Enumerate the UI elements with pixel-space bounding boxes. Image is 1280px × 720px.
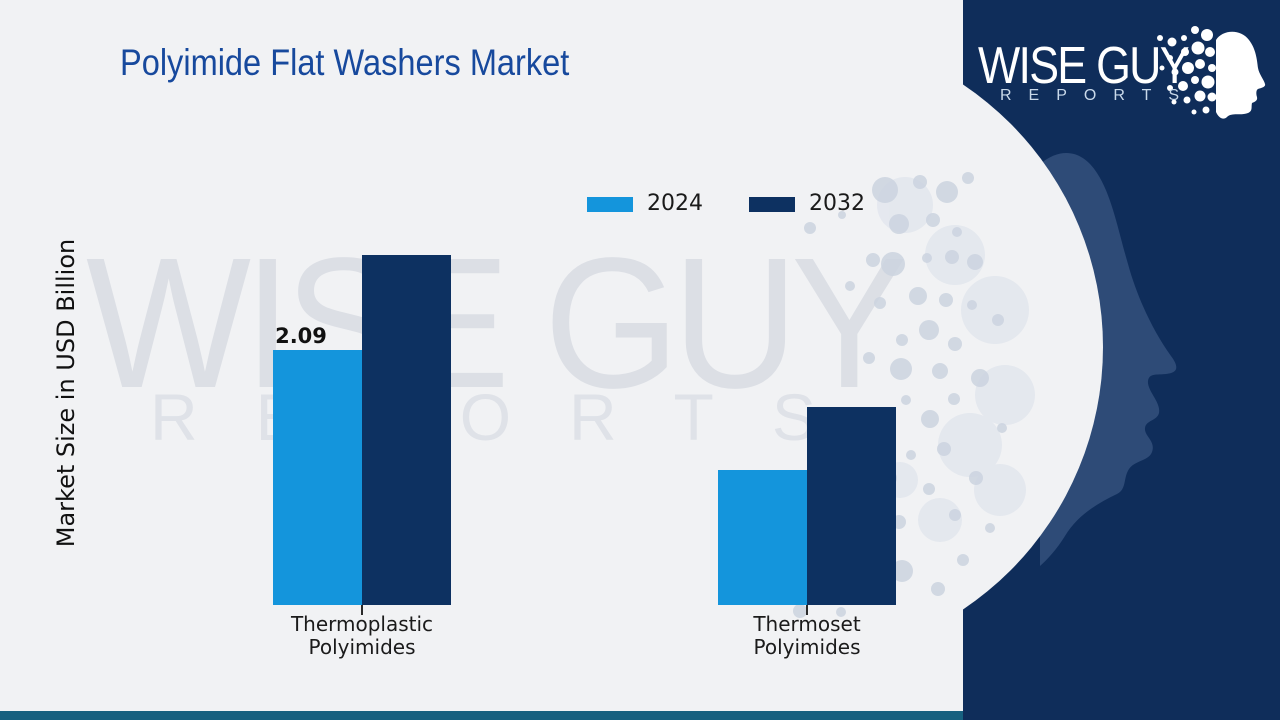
x-axis-tick (361, 605, 363, 615)
legend: 2024 2032 (587, 193, 865, 215)
bar-2024-2 (718, 469, 807, 605)
legend-item-2032: 2032 (749, 193, 865, 215)
y-axis-label: Market Size in USD Billion (52, 238, 80, 548)
category-label: Thermoset Polyimides (753, 612, 861, 659)
logo-subline: REPORTS (1000, 87, 1197, 104)
page-title: Polyimide Flat Washers Market (120, 42, 570, 83)
footer-accent-bar (0, 711, 963, 720)
x-axis-tick (806, 605, 808, 615)
background-watermark-wordmark: WISE GUY (86, 220, 908, 427)
legend-swatch-2032 (749, 196, 795, 212)
logo-wordmark: WISE GUY (978, 37, 1190, 95)
legend-item-2024: 2024 (587, 193, 703, 215)
category-label: Thermoplastic Polyimides (290, 612, 434, 659)
legend-label-2024: 2024 (647, 191, 703, 216)
brand-panel (963, 0, 1280, 720)
legend-swatch-2024 (587, 196, 633, 212)
background-watermark-reports: REPORTS (150, 380, 874, 454)
legend-label-2032: 2032 (809, 191, 865, 216)
